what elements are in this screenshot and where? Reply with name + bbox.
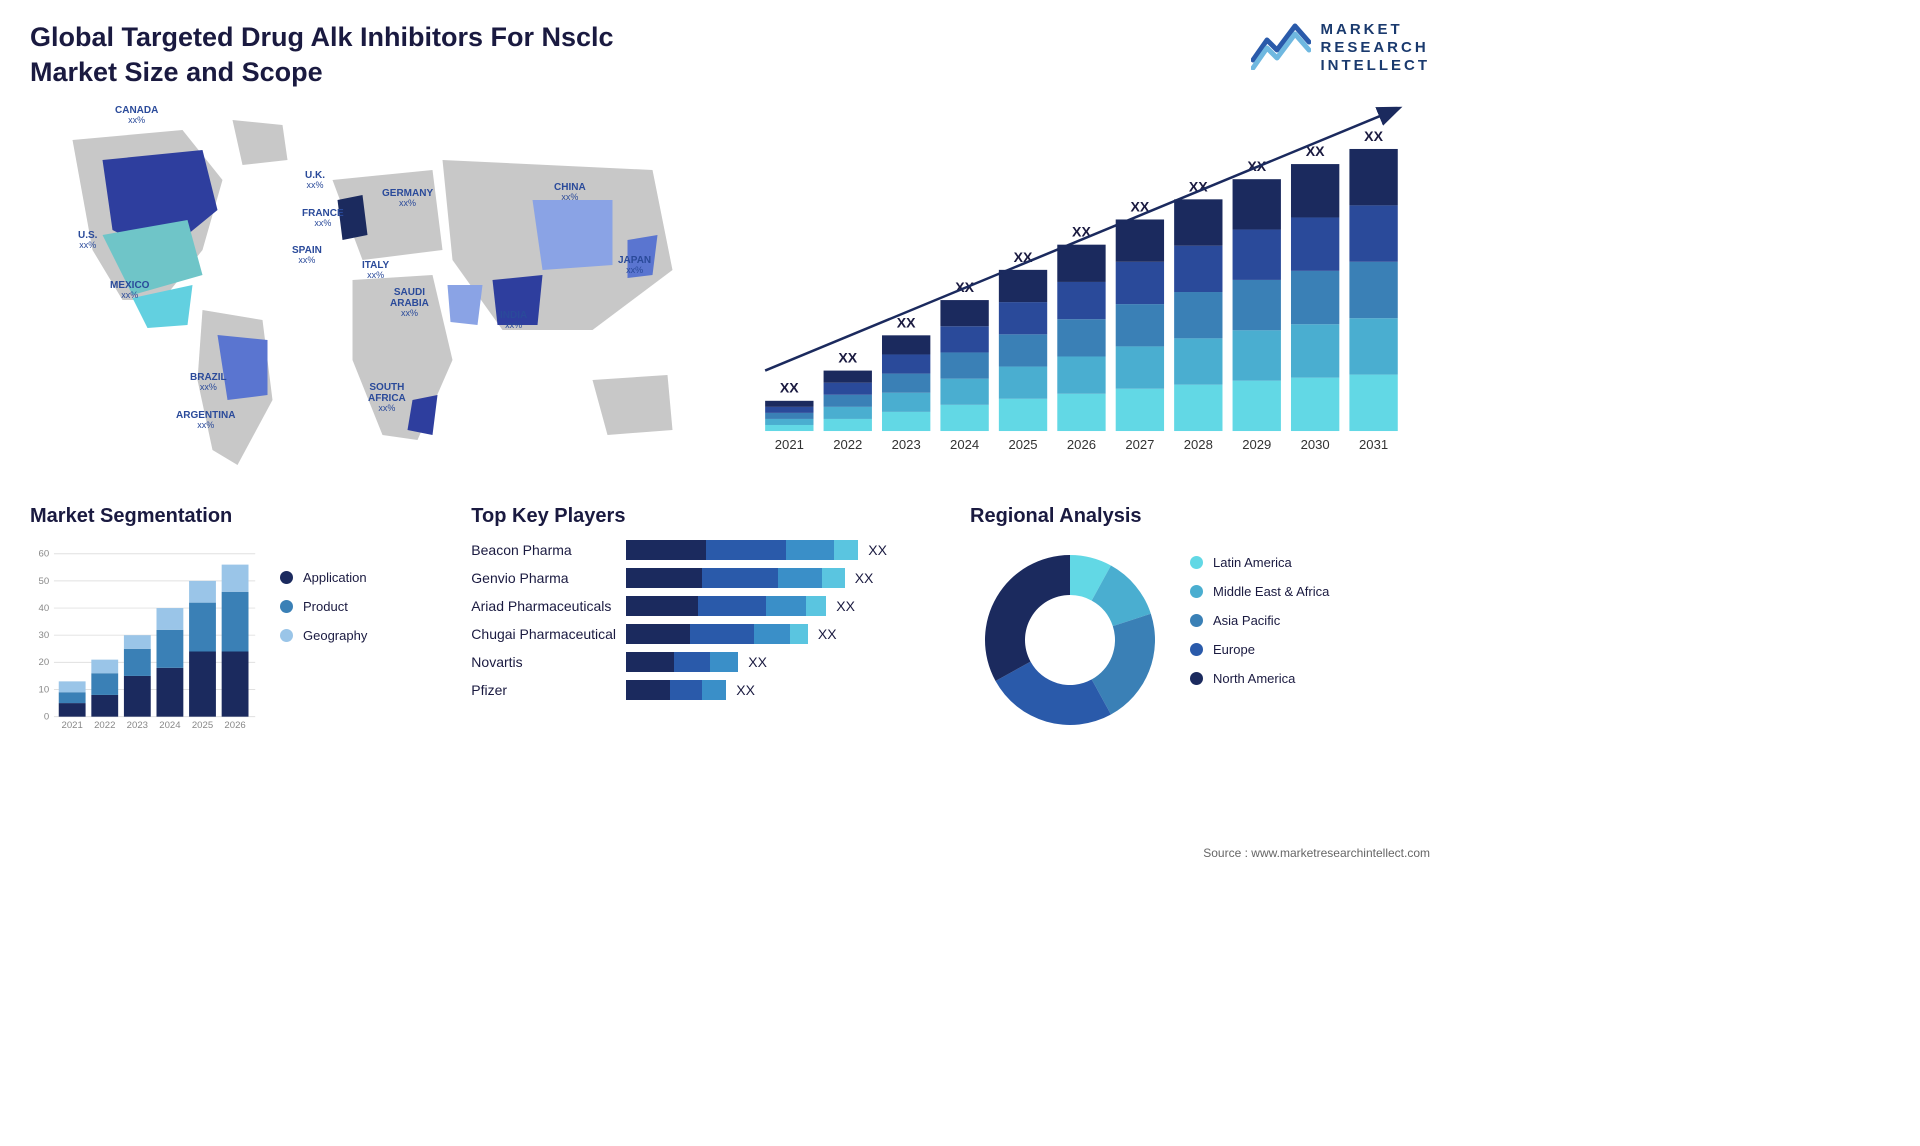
map-label: BRAZILxx% bbox=[190, 372, 227, 393]
svg-text:2030: 2030 bbox=[1301, 437, 1330, 452]
map-label: SAUDIARABIAxx% bbox=[390, 287, 429, 319]
svg-text:2025: 2025 bbox=[192, 720, 213, 731]
svg-text:40: 40 bbox=[39, 603, 50, 614]
svg-text:2022: 2022 bbox=[833, 437, 862, 452]
reg-legend-item: Europe bbox=[1190, 642, 1329, 657]
map-label: U.K.xx% bbox=[305, 170, 325, 191]
map-label: CHINAxx% bbox=[554, 182, 586, 203]
page-title: Global Targeted Drug Alk Inhibitors For … bbox=[30, 20, 690, 90]
svg-text:2023: 2023 bbox=[127, 720, 148, 731]
segmentation-chart: 0 10 20 30 40 50 60 2021 2022 2023 2024 2025 2026 bbox=[30, 540, 260, 740]
map-label: ITALYxx% bbox=[362, 260, 389, 281]
map-label: MEXICOxx% bbox=[110, 280, 149, 301]
seg-legend-item: Application bbox=[280, 570, 367, 585]
svg-text:2023: 2023 bbox=[892, 437, 921, 452]
svg-text:XX: XX bbox=[1364, 128, 1383, 144]
svg-text:2026: 2026 bbox=[1067, 437, 1096, 452]
reg-legend-item: Latin America bbox=[1190, 555, 1329, 570]
svg-text:2029: 2029 bbox=[1242, 437, 1271, 452]
segmentation-title: Market Segmentation bbox=[30, 505, 441, 528]
map-label: ARGENTINAxx% bbox=[176, 410, 235, 431]
svg-text:20: 20 bbox=[39, 657, 50, 668]
world-map: CANADAxx% U.S.xx% MEXICOxx% BRAZILxx% ARGENT… bbox=[30, 100, 715, 480]
logo-text-2: RESEARCH bbox=[1321, 39, 1431, 57]
logo-mark-icon bbox=[1251, 20, 1311, 75]
player-row: Genvio PharmaXX bbox=[471, 568, 940, 588]
svg-text:2021: 2021 bbox=[775, 437, 804, 452]
map-label: JAPANxx% bbox=[618, 255, 651, 276]
player-row: Ariad PharmaceuticalsXX bbox=[471, 596, 940, 616]
svg-text:50: 50 bbox=[39, 576, 50, 587]
regional-title: Regional Analysis bbox=[970, 505, 1430, 528]
player-row: NovartisXX bbox=[471, 652, 940, 672]
logo: MARKET RESEARCH INTELLECT bbox=[1251, 20, 1431, 75]
svg-text:XX: XX bbox=[897, 314, 916, 330]
player-row: PfizerXX bbox=[471, 680, 940, 700]
seg-legend-item: Product bbox=[280, 599, 367, 614]
players-title: Top Key Players bbox=[471, 505, 940, 528]
map-label: GERMANYxx% bbox=[382, 188, 433, 209]
player-row: Beacon PharmaXX bbox=[471, 540, 940, 560]
svg-text:2022: 2022 bbox=[94, 720, 115, 731]
svg-text:2025: 2025 bbox=[1008, 437, 1037, 452]
svg-text:0: 0 bbox=[44, 712, 49, 723]
map-label: SOUTHAFRICAxx% bbox=[368, 382, 406, 414]
svg-text:2024: 2024 bbox=[950, 437, 979, 452]
map-label: INDIAxx% bbox=[500, 310, 527, 331]
svg-text:2021: 2021 bbox=[62, 720, 83, 731]
growth-bar-chart: XX2021XX2022XX2023XX2024XX2025XX2026XX20… bbox=[745, 100, 1430, 480]
svg-text:30: 30 bbox=[39, 630, 50, 641]
svg-text:2026: 2026 bbox=[224, 720, 245, 731]
svg-text:XX: XX bbox=[780, 380, 799, 396]
logo-text-3: INTELLECT bbox=[1321, 57, 1431, 75]
svg-text:XX: XX bbox=[838, 350, 857, 366]
reg-legend-item: North America bbox=[1190, 671, 1329, 686]
reg-legend-item: Middle East & Africa bbox=[1190, 584, 1329, 599]
svg-text:10: 10 bbox=[39, 685, 50, 696]
svg-text:2028: 2028 bbox=[1184, 437, 1213, 452]
source-text: Source : www.marketresearchintellect.com bbox=[1203, 846, 1430, 860]
svg-text:2031: 2031 bbox=[1359, 437, 1388, 452]
map-label: CANADAxx% bbox=[115, 105, 158, 126]
svg-text:2027: 2027 bbox=[1125, 437, 1154, 452]
map-label: SPAINxx% bbox=[292, 245, 322, 266]
player-row: Chugai PharmaceuticalXX bbox=[471, 624, 940, 644]
svg-text:2024: 2024 bbox=[159, 720, 181, 731]
reg-legend-item: Asia Pacific bbox=[1190, 613, 1329, 628]
logo-text-1: MARKET bbox=[1321, 21, 1431, 39]
svg-text:60: 60 bbox=[39, 549, 50, 560]
map-label: U.S.xx% bbox=[78, 230, 97, 251]
map-label: FRANCExx% bbox=[302, 208, 344, 229]
seg-legend-item: Geography bbox=[280, 628, 367, 643]
regional-donut-chart bbox=[970, 540, 1170, 740]
